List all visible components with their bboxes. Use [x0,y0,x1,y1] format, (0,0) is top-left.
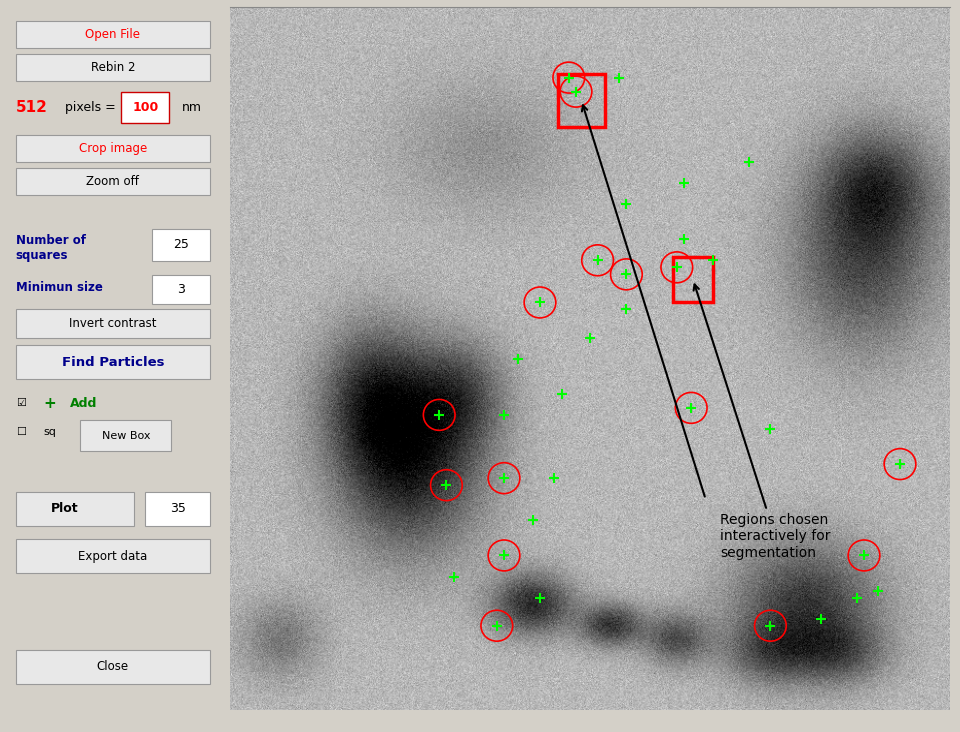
FancyBboxPatch shape [15,346,210,379]
Bar [558,74,605,127]
Text: New Box: New Box [102,431,150,441]
Text: 100: 100 [132,102,158,114]
FancyBboxPatch shape [15,539,210,573]
Text: Add: Add [69,397,97,410]
Text: Invert contrast: Invert contrast [69,317,156,330]
FancyBboxPatch shape [15,135,210,163]
Text: +: + [43,396,57,411]
Bar [673,257,712,302]
Text: 25: 25 [173,239,189,252]
Text: Open File: Open File [85,28,140,41]
Text: 35: 35 [170,502,185,515]
FancyBboxPatch shape [15,53,210,81]
Text: nm: nm [181,102,202,114]
Text: Plot: Plot [50,502,78,515]
Text: Minimun size: Minimun size [15,281,103,294]
FancyBboxPatch shape [152,275,210,305]
FancyBboxPatch shape [81,420,171,452]
Text: Find Particles: Find Particles [61,356,164,369]
FancyBboxPatch shape [145,492,210,526]
Text: Regions chosen
interactively for
segmentation: Regions chosen interactively for segment… [694,285,830,560]
Text: Number of
squares: Number of squares [15,234,85,262]
FancyBboxPatch shape [121,92,169,124]
Text: sq: sq [43,427,57,437]
Text: Crop image: Crop image [79,142,147,155]
FancyBboxPatch shape [15,20,210,48]
Text: Export data: Export data [78,550,148,563]
Text: Zoom off: Zoom off [86,175,139,188]
Text: 3: 3 [177,283,184,296]
FancyBboxPatch shape [15,492,134,526]
FancyBboxPatch shape [15,168,210,195]
Text: 512: 512 [15,100,47,116]
FancyBboxPatch shape [15,650,210,684]
Text: Close: Close [97,660,129,673]
FancyBboxPatch shape [152,229,210,261]
Text: ☑: ☑ [15,398,26,408]
FancyBboxPatch shape [15,309,210,338]
Text: Rebin 2: Rebin 2 [90,61,135,74]
Text: pixels =: pixels = [65,102,116,114]
Text: ☐: ☐ [15,427,26,437]
